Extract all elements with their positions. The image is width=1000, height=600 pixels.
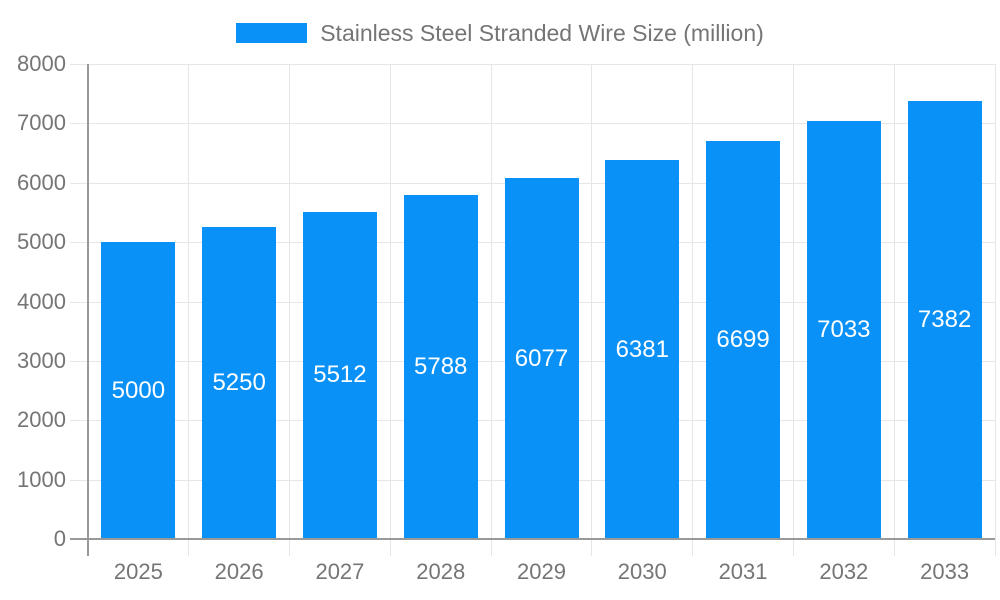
- bar-value-label: 6077: [514, 344, 569, 372]
- x-axis-line: [70, 538, 995, 540]
- bar: 6699: [706, 141, 781, 539]
- x-tick-label: 2025: [113, 559, 163, 584]
- y-tick-label: 3000: [17, 347, 66, 373]
- h-gridline: [70, 123, 995, 125]
- bar-value-label: 6699: [716, 326, 770, 354]
- bar: 5250: [202, 227, 277, 539]
- y-tick-label: 6000: [17, 169, 66, 195]
- bar-value-label: 7033: [817, 316, 871, 344]
- bar-value-label: 6381: [615, 335, 669, 363]
- y-tick-label: 0: [53, 526, 66, 551]
- v-gridline: [389, 64, 391, 556]
- y-tick-label: 8000: [17, 51, 66, 76]
- v-gridline: [792, 64, 794, 556]
- bar-value-label: 5000: [111, 376, 166, 404]
- v-gridline: [289, 64, 291, 556]
- bar: 5788: [403, 195, 478, 539]
- bar-value-label: 5512: [313, 361, 367, 389]
- y-tick-label: 7000: [17, 110, 66, 136]
- bar: 6381: [605, 160, 680, 539]
- bar-value-label: 5788: [414, 353, 468, 381]
- y-tick-label: 5000: [17, 229, 66, 255]
- bar: 6077: [504, 178, 579, 539]
- legend[interactable]: Stainless Steel Stranded Wire Size (mill…: [0, 19, 1000, 46]
- bar-value-label: 5250: [212, 369, 266, 397]
- bar: 5512: [302, 211, 377, 539]
- v-gridline: [893, 64, 895, 556]
- v-gridline: [591, 64, 593, 556]
- v-gridline: [188, 64, 190, 556]
- bar: 7033: [806, 121, 881, 539]
- x-tick-label: 2028: [416, 559, 466, 584]
- y-tick-label: 2000: [17, 407, 66, 433]
- x-tick-label: 2031: [718, 559, 768, 584]
- v-gridline: [692, 64, 694, 556]
- v-gridline: [490, 64, 492, 556]
- x-tick-label: 2027: [315, 559, 365, 584]
- v-gridline: [994, 64, 996, 556]
- y-tick-label: 4000: [17, 288, 66, 314]
- legend-swatch: [236, 23, 308, 43]
- y-axis-line: [87, 64, 89, 556]
- x-tick-label: 2029: [517, 559, 566, 584]
- plot-area: 5000 5250 5512 5788 6077 6381 6699 7033 7382: [70, 64, 996, 556]
- bar: 5000: [101, 242, 176, 539]
- x-tick-label: 2026: [214, 559, 264, 584]
- h-gridline: [70, 64, 995, 65]
- y-tick-label: 1000: [17, 466, 66, 492]
- legend-label: Stainless Steel Stranded Wire Size (mill…: [320, 19, 764, 46]
- x-tick-label: 2030: [617, 559, 667, 584]
- bar-value-label: 7382: [917, 305, 972, 333]
- x-tick-label: 2033: [920, 559, 970, 584]
- bar: 7382: [907, 100, 982, 539]
- x-tick-label: 2032: [819, 559, 869, 584]
